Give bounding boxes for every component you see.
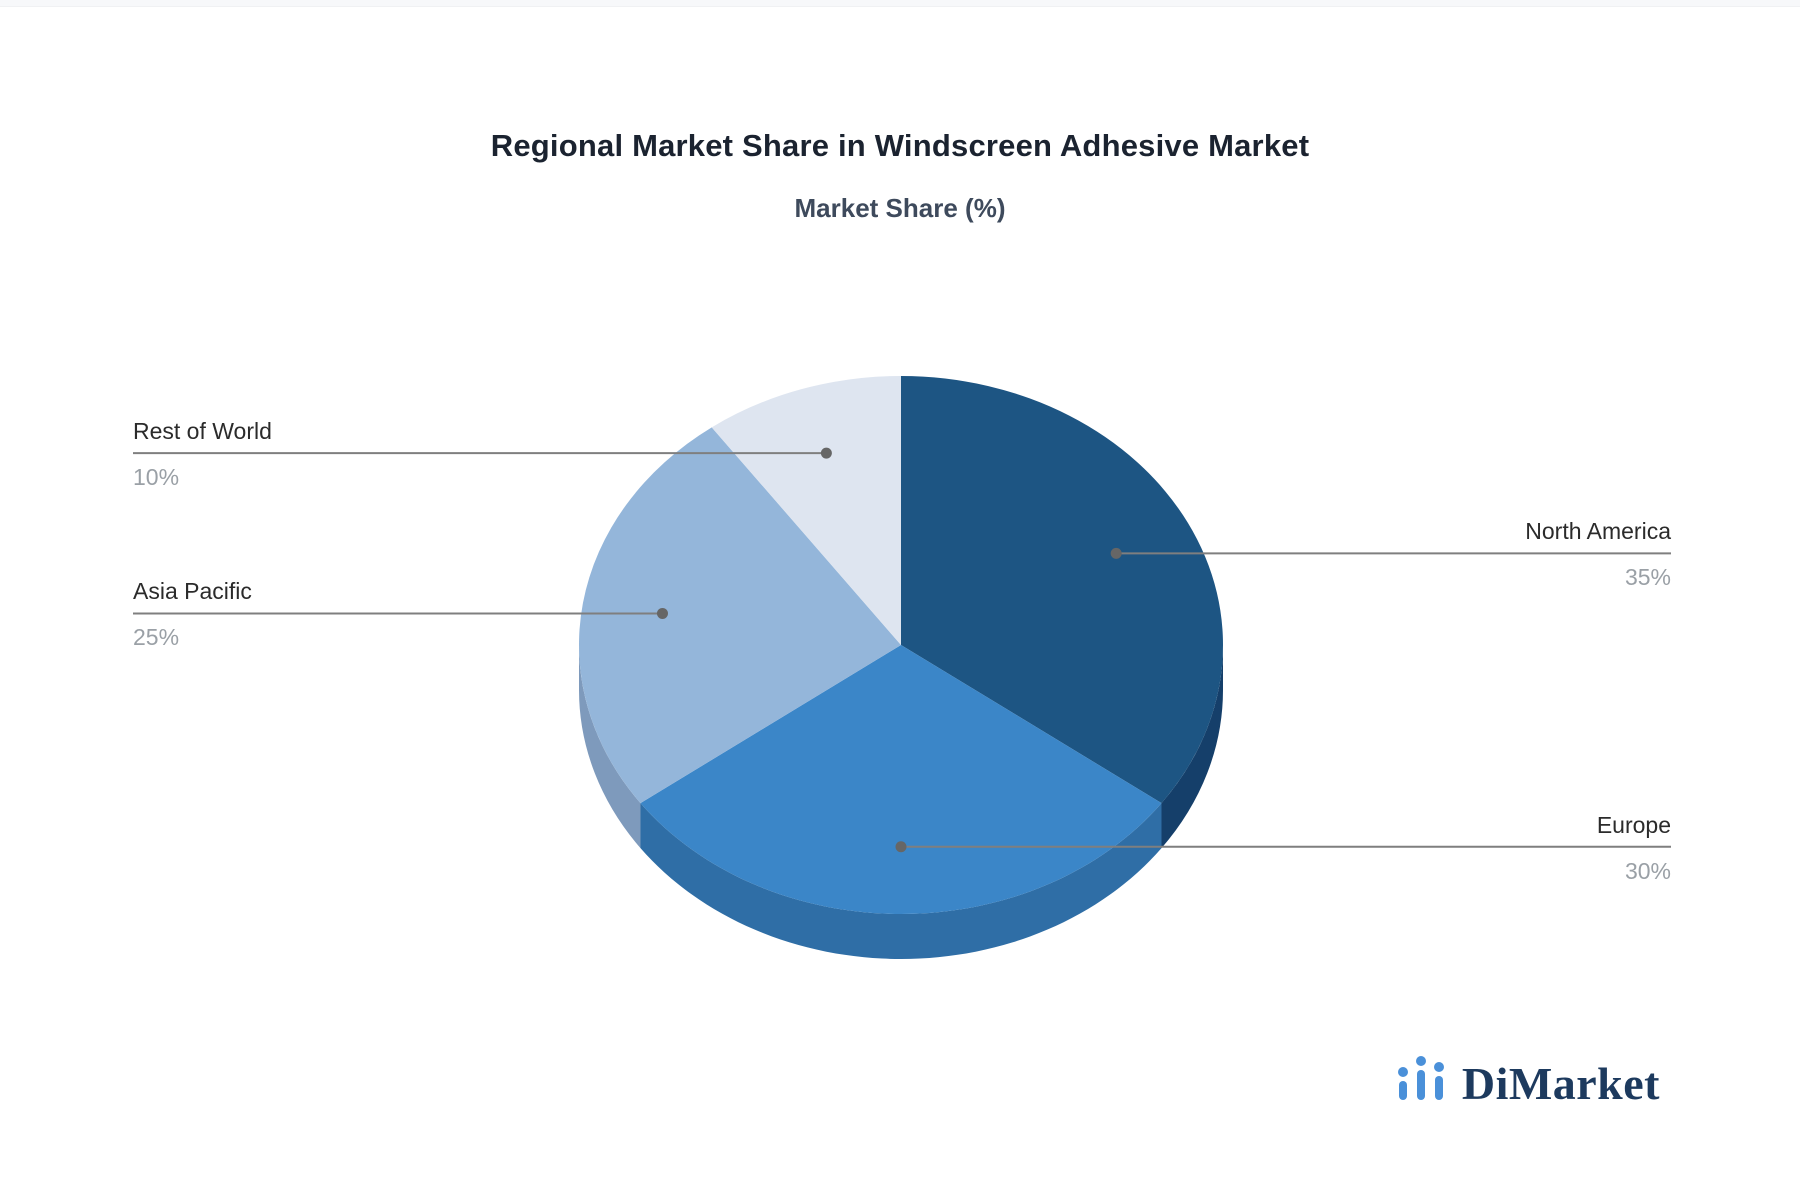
chart-subtitle: Market Share (%) xyxy=(794,193,1006,223)
slice-percentage: 10% xyxy=(133,464,180,491)
slice-name: Rest of World xyxy=(133,418,272,445)
top-strip xyxy=(0,0,1800,7)
slice-percentage: 25% xyxy=(133,624,180,651)
chart-title: Regional Market Share in Windscreen Adhe… xyxy=(490,128,1310,163)
slice-percentage: 35% xyxy=(1624,564,1671,591)
brand-logo: DiMarket xyxy=(1395,1052,1660,1107)
pie-slice-north-america xyxy=(901,376,1224,804)
leader-dot-rest-of-world xyxy=(820,447,832,459)
leader-dot-asia-pacific xyxy=(656,607,668,619)
pie-slice-side-north-america xyxy=(1161,645,1223,849)
leader-dot-north-america xyxy=(1110,547,1122,559)
pie-slice-side-europe xyxy=(640,803,1162,959)
brand-name: DiMarket xyxy=(1461,1058,1660,1109)
pie-slice-side-asia-pacific xyxy=(579,645,641,849)
brand-chart-icon xyxy=(1397,1056,1444,1100)
slice-name: Asia Pacific xyxy=(133,578,252,605)
slice-name: North America xyxy=(1525,518,1671,545)
slice-percentage: 30% xyxy=(1624,857,1671,884)
leader-dot-europe xyxy=(895,841,907,853)
pie-slice-rest-of-world xyxy=(711,376,901,645)
slice-name: Europe xyxy=(1596,811,1671,838)
pie-slice-asia-pacific xyxy=(579,427,901,804)
